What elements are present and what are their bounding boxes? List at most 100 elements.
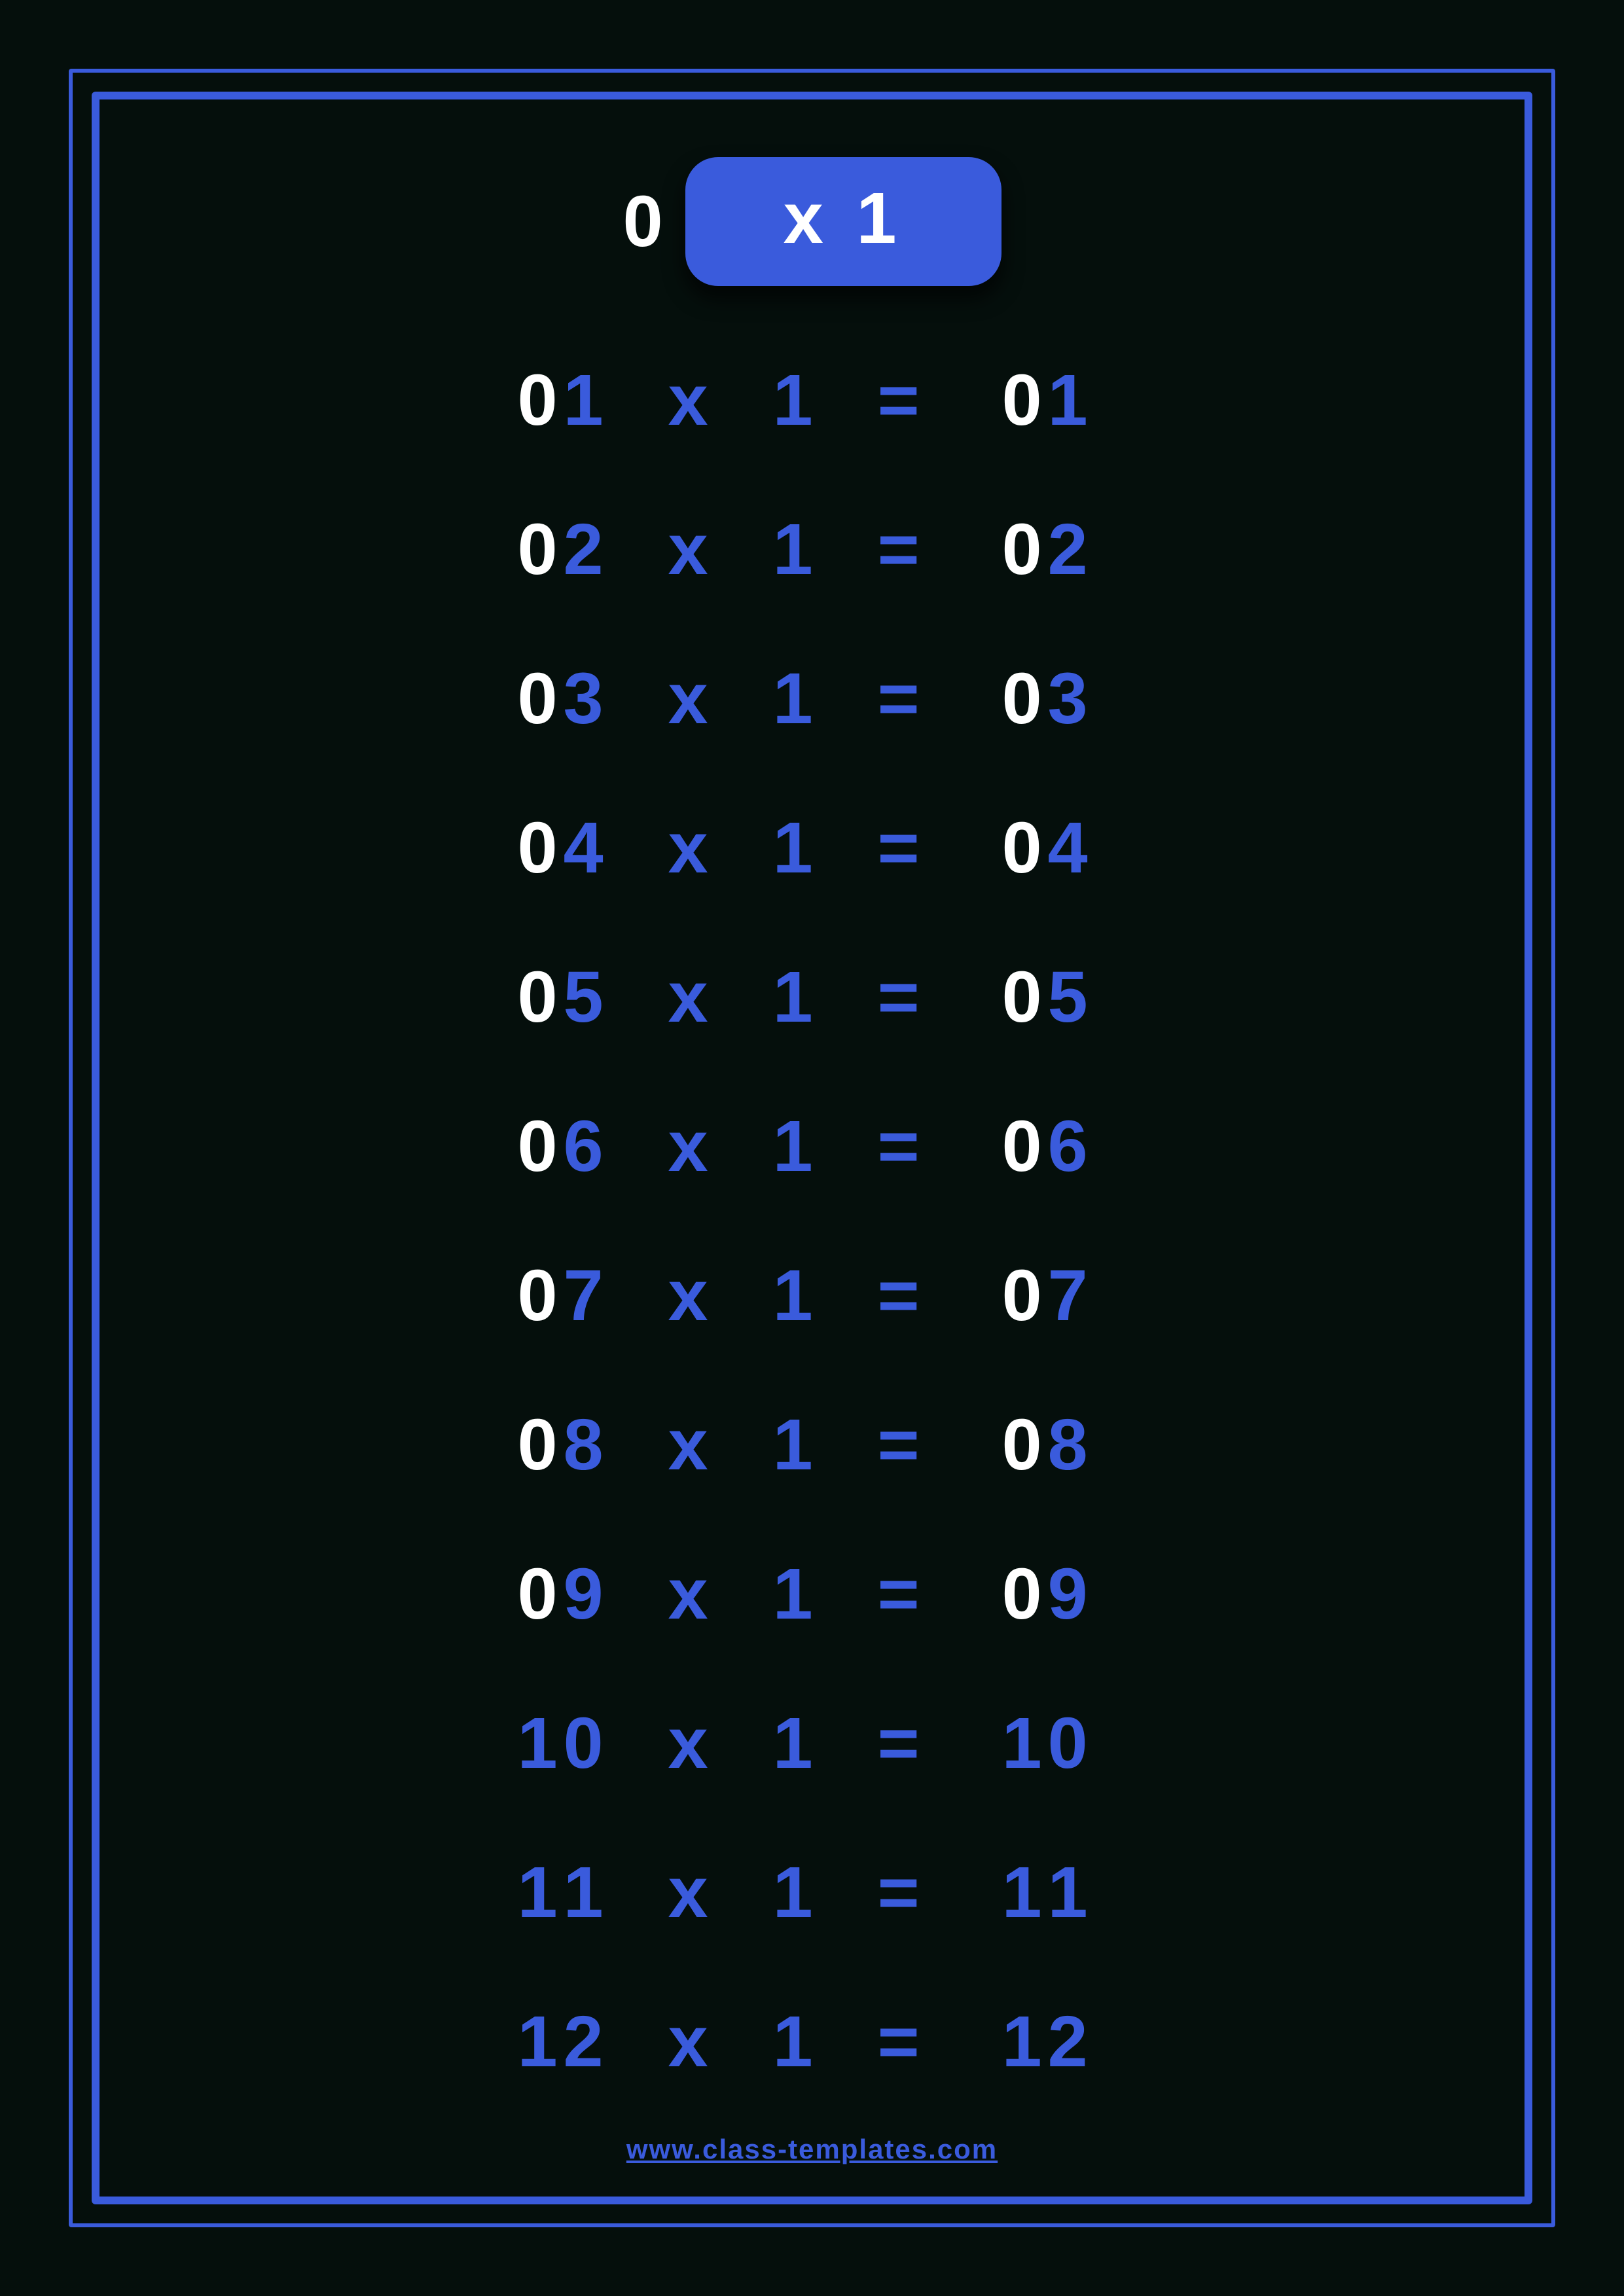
table-row: 01x1=01 <box>518 365 1107 437</box>
operand-b: 1 <box>773 514 819 586</box>
result-digit1: 0 <box>1002 961 1048 1033</box>
result-digit2: 1 <box>1048 1857 1107 1929</box>
equals-symbol: = <box>878 1708 924 1780</box>
times-symbol: x <box>668 1111 714 1183</box>
times-symbol: x <box>668 1558 714 1630</box>
operand-a-digit2: 8 <box>564 1409 623 1481</box>
operand-a-digit2: 1 <box>564 1857 623 1929</box>
operand-a-digit2: 2 <box>564 2006 623 2078</box>
times-symbol: x <box>668 1260 714 1332</box>
result-digit2: 3 <box>1048 663 1107 735</box>
equals-symbol: = <box>878 1857 924 1929</box>
table-row: 08x1=08 <box>518 1409 1107 1481</box>
result-digit1: 0 <box>1002 1558 1048 1630</box>
operand-b: 1 <box>773 2006 819 2078</box>
operand-b: 1 <box>773 812 819 884</box>
table-row: 06x1=06 <box>518 1111 1107 1183</box>
operand-a-digit1: 0 <box>518 663 564 735</box>
operand-b: 1 <box>773 663 819 735</box>
result-digit2: 9 <box>1048 1558 1107 1630</box>
result-digit2: 7 <box>1048 1260 1107 1332</box>
multiplication-rows: 01x1=0102x1=0203x1=0304x1=0405x1=0506x1=… <box>518 365 1107 2078</box>
table-row: 09x1=09 <box>518 1558 1107 1630</box>
result-digit2: 4 <box>1048 812 1107 884</box>
equals-symbol: = <box>878 1260 924 1332</box>
table-row: 03x1=03 <box>518 663 1107 735</box>
result-digit2: 6 <box>1048 1111 1107 1183</box>
result-digit2: 2 <box>1048 2006 1107 2078</box>
times-symbol: x <box>668 1708 714 1780</box>
result-digit1: 0 <box>1002 365 1048 437</box>
operand-a-digit1: 1 <box>518 2006 564 2078</box>
result-digit2: 2 <box>1048 514 1107 586</box>
operand-a-digit1: 1 <box>518 1708 564 1780</box>
times-symbol: x <box>668 2006 714 2078</box>
equals-symbol: = <box>878 2006 924 2078</box>
operand-a-digit2: 4 <box>564 812 623 884</box>
table-row: 05x1=05 <box>518 961 1107 1033</box>
times-symbol: x <box>668 961 714 1033</box>
operand-a-digit1: 1 <box>518 1857 564 1929</box>
times-symbol: x <box>668 514 714 586</box>
operand-b: 1 <box>773 365 819 437</box>
operand-a-digit1: 0 <box>518 812 564 884</box>
table-row: 11x1=11 <box>518 1857 1107 1929</box>
footer-link[interactable]: www.class-templates.com <box>0 2134 1624 2165</box>
table-row: 12x1=12 <box>518 2006 1107 2078</box>
operand-a-digit2: 5 <box>564 961 623 1033</box>
operand-a-digit2: 2 <box>564 514 623 586</box>
equals-symbol: = <box>878 961 924 1033</box>
result-digit1: 0 <box>1002 1111 1048 1183</box>
operand-b: 1 <box>773 1409 819 1481</box>
table-row: 02x1=02 <box>518 514 1107 586</box>
result-digit2: 5 <box>1048 961 1107 1033</box>
result-digit1: 0 <box>1002 1409 1048 1481</box>
table-row: 10x1=10 <box>518 1708 1107 1780</box>
equals-symbol: = <box>878 514 924 586</box>
operand-a-digit1: 0 <box>518 1558 564 1630</box>
operand-b: 1 <box>773 1260 819 1332</box>
operand-b: 1 <box>773 1111 819 1183</box>
result-digit2: 8 <box>1048 1409 1107 1481</box>
operand-a-digit2: 0 <box>564 1708 623 1780</box>
result-digit1: 1 <box>1002 1857 1048 1929</box>
operand-a-digit1: 0 <box>518 1409 564 1481</box>
header-row: 0 x 1 <box>623 157 1001 286</box>
table-row: 04x1=04 <box>518 812 1107 884</box>
result-digit1: 0 <box>1002 514 1048 586</box>
operand-a-digit2: 3 <box>564 663 623 735</box>
operand-b: 1 <box>773 961 819 1033</box>
times-symbol: x <box>668 1857 714 1929</box>
result-digit2: 1 <box>1048 365 1107 437</box>
operand-a-digit1: 0 <box>518 514 564 586</box>
times-symbol: x <box>668 663 714 735</box>
operand-b: 1 <box>773 1708 819 1780</box>
equals-symbol: = <box>878 1409 924 1481</box>
operand-b: 1 <box>773 1558 819 1630</box>
operand-b: 1 <box>773 1857 819 1929</box>
operand-a-digit2: 1 <box>564 365 623 437</box>
operand-a-digit2: 9 <box>564 1558 623 1630</box>
equals-symbol: = <box>878 365 924 437</box>
operand-a-digit2: 6 <box>564 1111 623 1183</box>
times-symbol: x <box>668 1409 714 1481</box>
result-digit1: 0 <box>1002 812 1048 884</box>
operand-a-digit1: 0 <box>518 1111 564 1183</box>
table-row: 07x1=07 <box>518 1260 1107 1332</box>
content-area: 0 x 1 01x1=0102x1=0203x1=0304x1=0405x1=0… <box>0 157 1624 2078</box>
header-leading-zero: 0 <box>623 180 665 263</box>
operand-a-digit2: 7 <box>564 1260 623 1332</box>
result-digit1: 0 <box>1002 663 1048 735</box>
equals-symbol: = <box>878 1558 924 1630</box>
equals-symbol: = <box>878 1111 924 1183</box>
result-digit1: 0 <box>1002 1260 1048 1332</box>
times-symbol: x <box>668 812 714 884</box>
operand-a-digit1: 0 <box>518 365 564 437</box>
result-digit2: 0 <box>1048 1708 1107 1780</box>
equals-symbol: = <box>878 812 924 884</box>
result-digit1: 1 <box>1002 1708 1048 1780</box>
operand-a-digit1: 0 <box>518 961 564 1033</box>
operand-a-digit1: 0 <box>518 1260 564 1332</box>
equals-symbol: = <box>878 663 924 735</box>
result-digit1: 1 <box>1002 2006 1048 2078</box>
